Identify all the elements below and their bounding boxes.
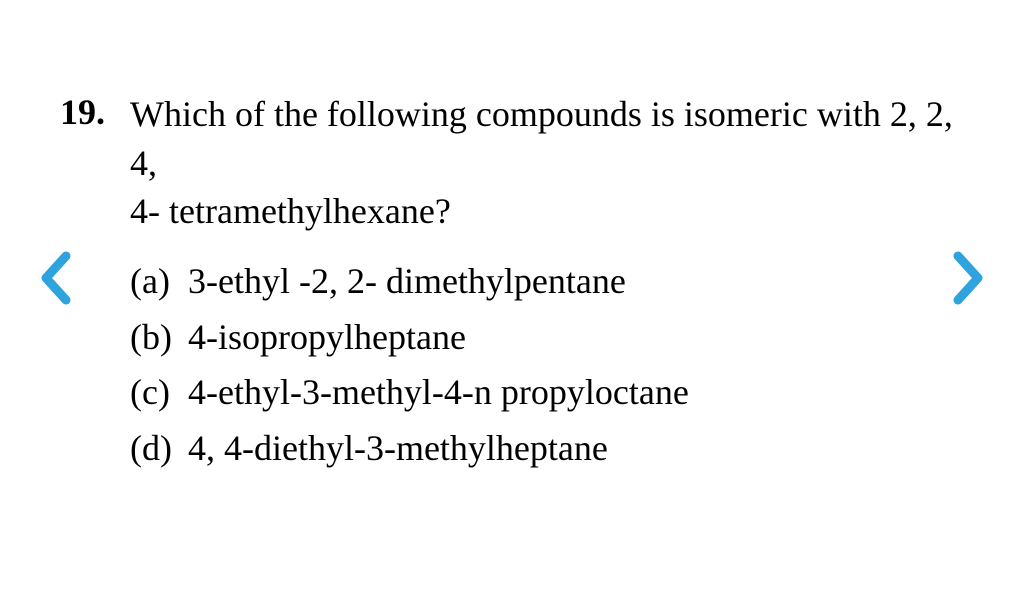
option-label: (c) bbox=[130, 365, 188, 421]
prev-button[interactable] bbox=[36, 250, 74, 306]
option-c[interactable]: (c) 4-ethyl-3-methyl-4-n propyloctane bbox=[130, 365, 964, 421]
next-button[interactable] bbox=[950, 250, 988, 306]
option-a[interactable]: (a) 3-ethyl -2, 2- dimethylpentane bbox=[130, 254, 964, 310]
option-d[interactable]: (d) 4, 4-diethyl-3-methylheptane bbox=[130, 421, 964, 477]
question-body: Which of the following compounds is isom… bbox=[130, 90, 964, 477]
option-b[interactable]: (b) 4-isopropylheptane bbox=[130, 310, 964, 366]
question-stem: Which of the following compounds is isom… bbox=[130, 90, 964, 236]
question-block: 19. Which of the following compounds is … bbox=[60, 90, 964, 477]
chevron-left-icon bbox=[36, 250, 74, 306]
question-stem-line1: Which of the following compounds is isom… bbox=[130, 94, 953, 183]
option-label: (b) bbox=[130, 310, 188, 366]
option-text: 4-isopropylheptane bbox=[188, 310, 466, 366]
option-label: (a) bbox=[130, 254, 188, 310]
question-number: 19. bbox=[60, 90, 130, 135]
question-stem-line2: 4- tetramethylhexane? bbox=[130, 191, 451, 231]
option-text: 4, 4-diethyl-3-methylheptane bbox=[188, 421, 608, 477]
options-list: (a) 3-ethyl -2, 2- dimethylpentane (b) 4… bbox=[130, 254, 964, 477]
option-label: (d) bbox=[130, 421, 188, 477]
question-page: 19. Which of the following compounds is … bbox=[0, 0, 1024, 600]
option-text: 4-ethyl-3-methyl-4-n propyloctane bbox=[188, 365, 689, 421]
chevron-right-icon bbox=[950, 250, 988, 306]
option-text: 3-ethyl -2, 2- dimethylpentane bbox=[188, 254, 626, 310]
